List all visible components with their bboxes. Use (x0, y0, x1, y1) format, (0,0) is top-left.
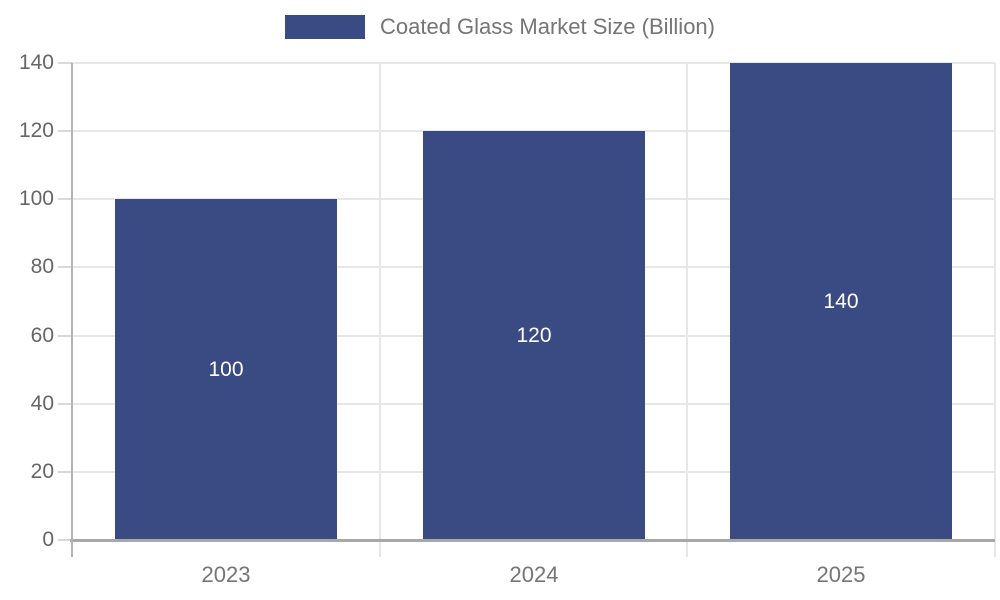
x-axis-tick-label: 2025 (816, 562, 866, 587)
y-axis-tick (58, 334, 72, 337)
y-axis-tick (58, 402, 72, 405)
legend-swatch (284, 15, 365, 39)
y-axis-tick-label: 0 (42, 528, 54, 551)
y-axis-tick-label: 120 (18, 119, 54, 143)
bar-2025 (730, 63, 952, 540)
y-axis-tick (58, 130, 72, 133)
y-axis-tick (58, 470, 72, 473)
bar-value-label: 120 (516, 324, 552, 347)
y-gridline (72, 62, 995, 64)
y-axis-tick (58, 198, 72, 201)
y-axis-tick-label: 140 (18, 51, 54, 74)
bar-2023 (115, 199, 337, 540)
y-axis-tick-label: 100 (18, 187, 54, 211)
x-gridline (686, 63, 689, 557)
y-axis-tick-label: 60 (30, 323, 54, 347)
x-axis-line (70, 539, 995, 542)
y-axis-tick (58, 266, 72, 269)
y-axis-tick (58, 539, 72, 541)
x-axis-tick-label: 2024 (509, 562, 559, 587)
y-axis-tick-label: 40 (30, 391, 54, 415)
x-axis-tick-label: 2023 (201, 562, 251, 587)
y-axis-tick-label: 80 (30, 255, 54, 279)
y-axis-tick-label: 20 (30, 459, 54, 483)
y-axis-line (71, 63, 73, 557)
bar-value-label: 140 (823, 290, 859, 313)
legend-item[interactable]: Coated Glass Market Size (Billion) (0, 14, 1000, 40)
x-gridline (378, 63, 381, 557)
y-axis-tick (58, 62, 72, 64)
legend-label: Coated Glass Market Size (Billion) (379, 14, 715, 39)
x-gridline (994, 63, 996, 557)
bar-2024 (423, 131, 645, 540)
bar-value-label: 100 (208, 358, 244, 381)
